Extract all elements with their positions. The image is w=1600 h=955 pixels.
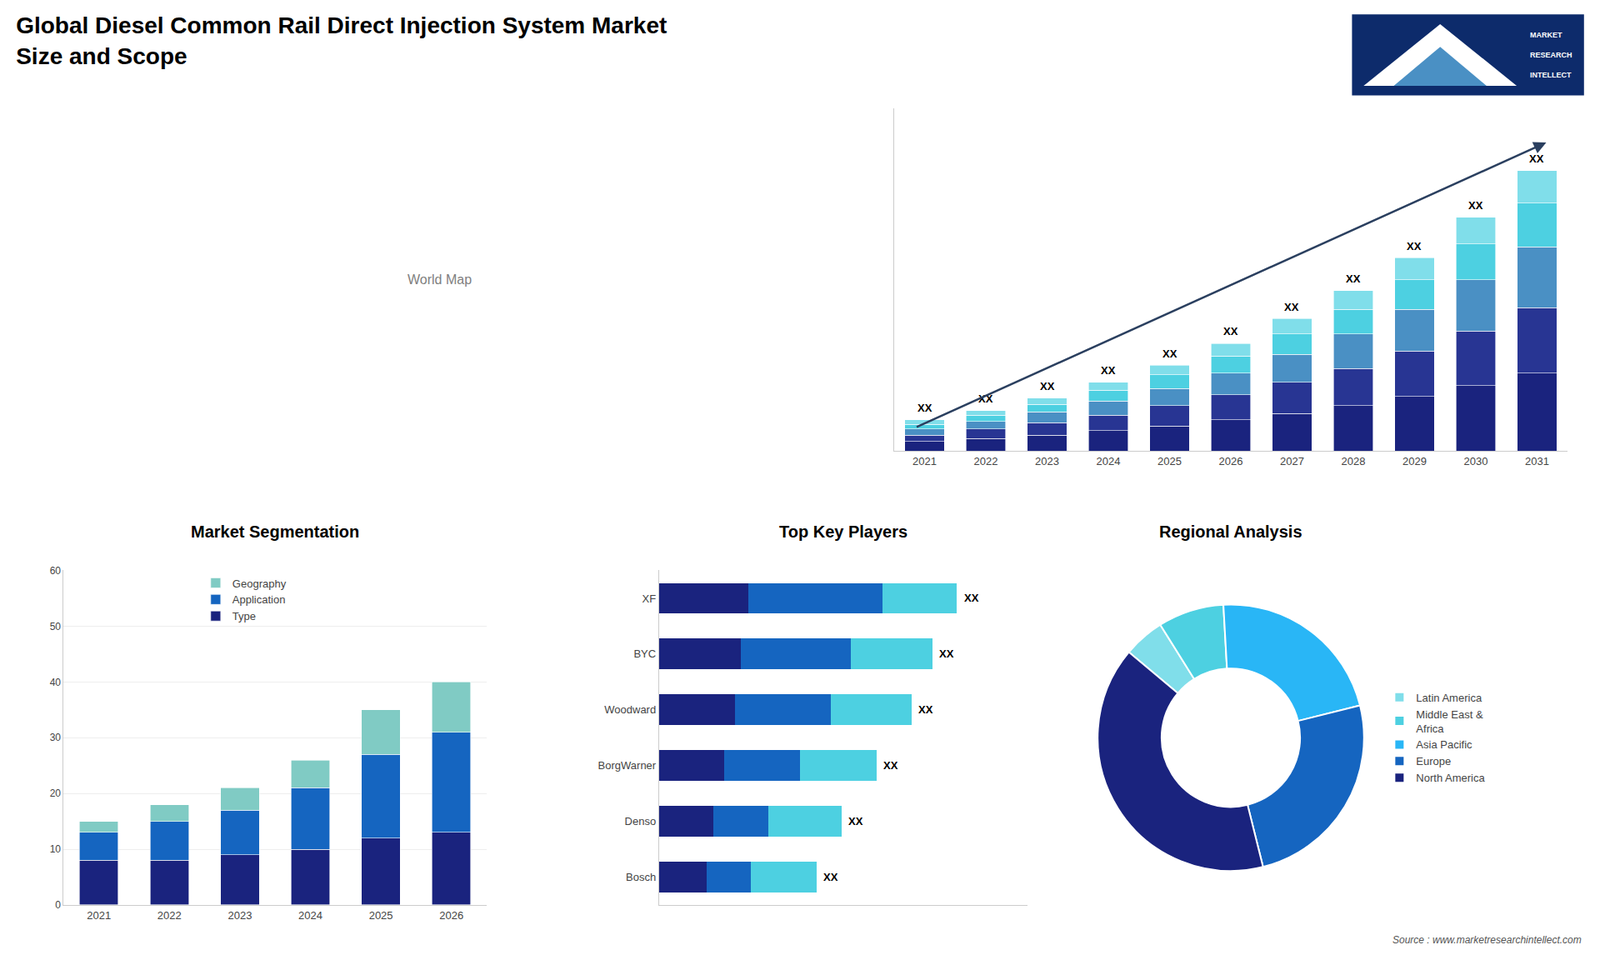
- svg-text:0: 0: [55, 899, 61, 911]
- svg-text:2026: 2026: [1219, 455, 1244, 468]
- svg-text:Europe: Europe: [1415, 755, 1451, 768]
- svg-text:XX: XX: [918, 703, 934, 716]
- svg-text:Market Segmentation: Market Segmentation: [190, 522, 360, 541]
- svg-text:2025: 2025: [1157, 455, 1182, 468]
- svg-text:2025: 2025: [369, 909, 394, 922]
- svg-text:Geography: Geography: [232, 577, 287, 590]
- svg-text:XX: XX: [1468, 199, 1484, 212]
- svg-text:XX: XX: [917, 401, 933, 415]
- svg-text:Global Diesel Common Rail Dire: Global Diesel Common Rail Direct Injecti…: [15, 12, 667, 69]
- svg-text:XX: XX: [883, 759, 899, 772]
- svg-text:INTELLECT: INTELLECT: [1530, 70, 1572, 80]
- svg-text:Woodward: Woodward: [604, 703, 656, 716]
- svg-text:XX: XX: [1406, 240, 1422, 253]
- svg-text:2029: 2029: [1402, 455, 1427, 468]
- svg-text:2027: 2027: [1280, 455, 1305, 468]
- svg-text:2021: 2021: [86, 909, 111, 922]
- svg-text:XX: XX: [1223, 325, 1239, 338]
- svg-text:Source : www.marketresearchint: Source : www.marketresearchintellect.com: [1392, 934, 1582, 946]
- svg-text:2024: 2024: [298, 909, 323, 922]
- svg-text:Type: Type: [232, 610, 256, 623]
- svg-text:2030: 2030: [1463, 455, 1488, 468]
- svg-text:2026: 2026: [439, 909, 464, 922]
- svg-text:BorgWarner: BorgWarner: [598, 759, 657, 772]
- svg-text:60: 60: [50, 565, 62, 577]
- svg-text:Top Key Players: Top Key Players: [779, 522, 908, 541]
- svg-text:RESEARCH: RESEARCH: [1530, 50, 1573, 60]
- svg-text:BYC: BYC: [633, 647, 656, 660]
- svg-text:2022: 2022: [157, 909, 182, 922]
- svg-text:Application: Application: [232, 593, 286, 606]
- svg-text:XX: XX: [964, 591, 980, 605]
- svg-text:2023: 2023: [1035, 455, 1060, 468]
- svg-text:XX: XX: [1040, 380, 1055, 393]
- svg-text:40: 40: [50, 676, 62, 689]
- svg-text:XF: XF: [642, 591, 657, 605]
- svg-text:Middle East &Africa: Middle East &Africa: [1415, 708, 1484, 735]
- svg-text:World Map: World Map: [407, 272, 472, 287]
- svg-text:2028: 2028: [1341, 455, 1366, 468]
- svg-text:2021: 2021: [912, 455, 937, 468]
- svg-text:XX: XX: [823, 870, 839, 884]
- svg-text:MARKET: MARKET: [1530, 30, 1563, 40]
- svg-text:North America: North America: [1415, 771, 1485, 785]
- svg-text:XX: XX: [1345, 272, 1361, 285]
- svg-text:Regional Analysis: Regional Analysis: [1159, 522, 1303, 541]
- svg-text:2023: 2023: [227, 909, 252, 922]
- svg-text:Denso: Denso: [625, 815, 657, 828]
- svg-text:30: 30: [50, 731, 62, 744]
- svg-text:XX: XX: [1162, 347, 1178, 360]
- svg-text:Asia Pacific: Asia Pacific: [1415, 738, 1473, 751]
- svg-text:2024: 2024: [1096, 455, 1121, 468]
- svg-text:XX: XX: [939, 647, 955, 660]
- svg-text:2031: 2031: [1525, 455, 1550, 468]
- svg-text:XX: XX: [1284, 300, 1300, 314]
- svg-text:XX: XX: [1100, 364, 1116, 377]
- svg-text:XX: XX: [848, 815, 864, 828]
- svg-text:20: 20: [50, 787, 62, 800]
- svg-text:XX: XX: [978, 392, 994, 405]
- svg-text:Latin America: Latin America: [1415, 691, 1483, 705]
- svg-text:10: 10: [50, 843, 62, 855]
- svg-text:2022: 2022: [974, 455, 999, 468]
- svg-text:50: 50: [50, 620, 62, 633]
- svg-text:XX: XX: [1529, 152, 1545, 165]
- svg-text:Bosch: Bosch: [625, 870, 656, 884]
